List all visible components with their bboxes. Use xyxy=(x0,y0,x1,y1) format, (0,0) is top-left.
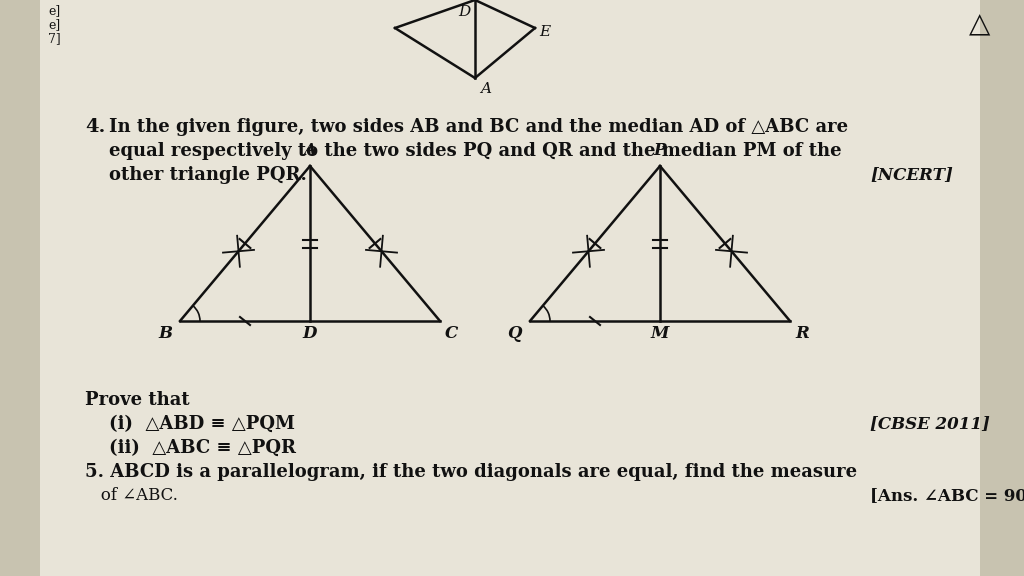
Text: M: M xyxy=(651,325,670,342)
Text: e]: e] xyxy=(48,4,60,17)
Text: A: A xyxy=(480,82,490,96)
Text: Q: Q xyxy=(508,325,522,342)
Text: [CBSE 2011]: [CBSE 2011] xyxy=(870,415,990,432)
Text: Prove that: Prove that xyxy=(85,391,189,409)
Text: [Ans. ∠ABC = 90°]: [Ans. ∠ABC = 90°] xyxy=(870,487,1024,504)
Text: E: E xyxy=(539,25,550,39)
Text: other triangle PQR.: other triangle PQR. xyxy=(109,166,307,184)
Text: A: A xyxy=(303,142,316,159)
Text: R: R xyxy=(795,325,809,342)
Text: △: △ xyxy=(969,11,990,38)
Text: In the given figure, two sides AB and BC and the median AD of △ABC are: In the given figure, two sides AB and BC… xyxy=(109,118,848,136)
Text: equal respectively to the two sides PQ and QR and the median PM of the: equal respectively to the two sides PQ a… xyxy=(109,142,842,160)
Text: [NCERT]: [NCERT] xyxy=(870,166,953,183)
Text: D: D xyxy=(458,5,470,19)
Text: (ii)  △ABC ≡ △PQR: (ii) △ABC ≡ △PQR xyxy=(109,439,296,457)
Text: 5. ABCD is a parallelogram, if the two diagonals are equal, find the measure: 5. ABCD is a parallelogram, if the two d… xyxy=(85,463,857,481)
Polygon shape xyxy=(40,0,980,576)
Text: B: B xyxy=(158,325,172,342)
Text: e]: e] xyxy=(48,18,60,31)
Text: P: P xyxy=(653,142,667,159)
Text: D: D xyxy=(303,325,317,342)
Text: (i)  △ABD ≡ △PQM: (i) △ABD ≡ △PQM xyxy=(109,415,295,433)
Text: 4.: 4. xyxy=(85,118,105,136)
Text: C: C xyxy=(445,325,459,342)
Text: of ∠ABC.: of ∠ABC. xyxy=(85,487,178,504)
Text: 7]: 7] xyxy=(48,32,60,45)
